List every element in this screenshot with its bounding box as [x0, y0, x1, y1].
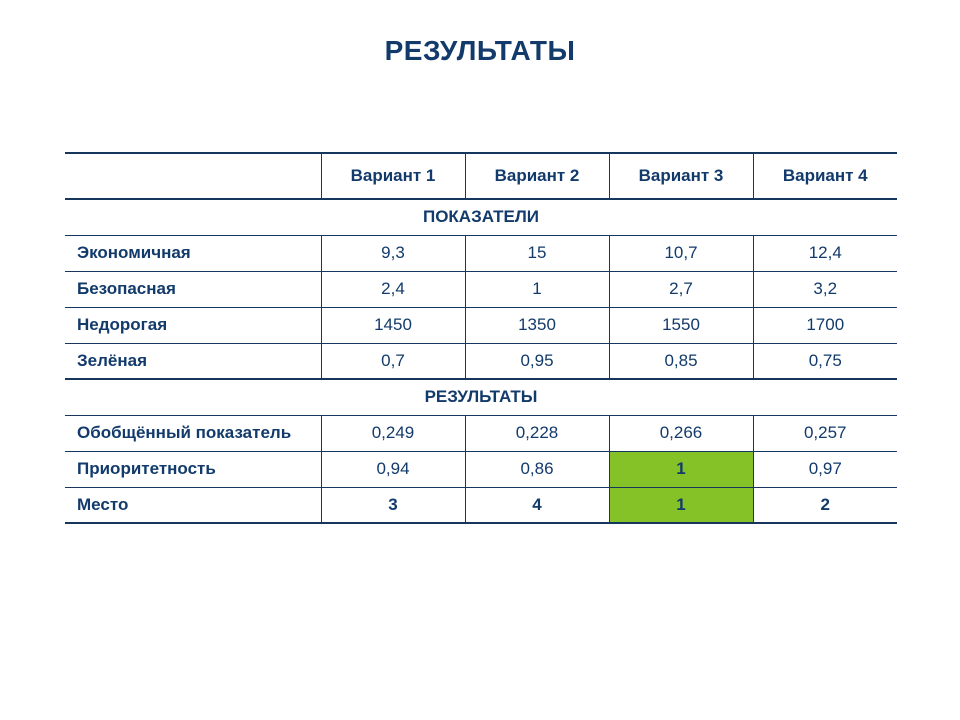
- table-cell: 0,7: [321, 343, 465, 379]
- section-title: РЕЗУЛЬТАТЫ: [65, 379, 897, 415]
- row-label: Зелёная: [65, 343, 321, 379]
- column-header: Вариант 3: [609, 153, 753, 199]
- table-cell: 4: [465, 487, 609, 523]
- column-header: Вариант 1: [321, 153, 465, 199]
- table-row: Место3412: [65, 487, 897, 523]
- table-cell: 3,2: [753, 271, 897, 307]
- table-cell: 2: [753, 487, 897, 523]
- table-row: Экономичная9,31510,712,4: [65, 235, 897, 271]
- results-table: Вариант 1Вариант 2Вариант 3Вариант 4ПОКА…: [65, 152, 897, 524]
- table-row: Недорогая1450135015501700: [65, 307, 897, 343]
- table-cell: 10,7: [609, 235, 753, 271]
- section-title-row: РЕЗУЛЬТАТЫ: [65, 379, 897, 415]
- table-cell: 15: [465, 235, 609, 271]
- section-title: ПОКАЗАТЕЛИ: [65, 199, 897, 235]
- table-cell: 0,94: [321, 451, 465, 487]
- column-header: Вариант 2: [465, 153, 609, 199]
- table-cell: 12,4: [753, 235, 897, 271]
- table-cell: 0,228: [465, 415, 609, 451]
- table-row: Обобщённый показатель0,2490,2280,2660,25…: [65, 415, 897, 451]
- table-cell: 0,75: [753, 343, 897, 379]
- table-cell: 3: [321, 487, 465, 523]
- table-row: Безопасная2,412,73,2: [65, 271, 897, 307]
- table-cell: 1350: [465, 307, 609, 343]
- table-cell: 9,3: [321, 235, 465, 271]
- table-header-row: Вариант 1Вариант 2Вариант 3Вариант 4: [65, 153, 897, 199]
- table-cell: 1: [609, 487, 753, 523]
- page-title: РЕЗУЛЬТАТЫ: [0, 0, 960, 67]
- table-cell: 0,249: [321, 415, 465, 451]
- table-cell: 1700: [753, 307, 897, 343]
- table-cell: 2,4: [321, 271, 465, 307]
- column-header: Вариант 4: [753, 153, 897, 199]
- header-blank-cell: [65, 153, 321, 199]
- table-cell: 0,95: [465, 343, 609, 379]
- table-cell: 1450: [321, 307, 465, 343]
- table-cell: 1550: [609, 307, 753, 343]
- table-row: Приоритетность0,940,8610,97: [65, 451, 897, 487]
- table-cell: 0,257: [753, 415, 897, 451]
- table-cell: 1: [609, 451, 753, 487]
- table-cell: 0,85: [609, 343, 753, 379]
- results-table-container: Вариант 1Вариант 2Вариант 3Вариант 4ПОКА…: [65, 152, 895, 524]
- row-label: Безопасная: [65, 271, 321, 307]
- row-label: Недорогая: [65, 307, 321, 343]
- row-label: Приоритетность: [65, 451, 321, 487]
- table-cell: 0,86: [465, 451, 609, 487]
- row-label: Обобщённый показатель: [65, 415, 321, 451]
- table-cell: 2,7: [609, 271, 753, 307]
- table-cell: 1: [465, 271, 609, 307]
- table-cell: 0,266: [609, 415, 753, 451]
- table-row: Зелёная0,70,950,850,75: [65, 343, 897, 379]
- row-label: Место: [65, 487, 321, 523]
- row-label: Экономичная: [65, 235, 321, 271]
- section-title-row: ПОКАЗАТЕЛИ: [65, 199, 897, 235]
- table-cell: 0,97: [753, 451, 897, 487]
